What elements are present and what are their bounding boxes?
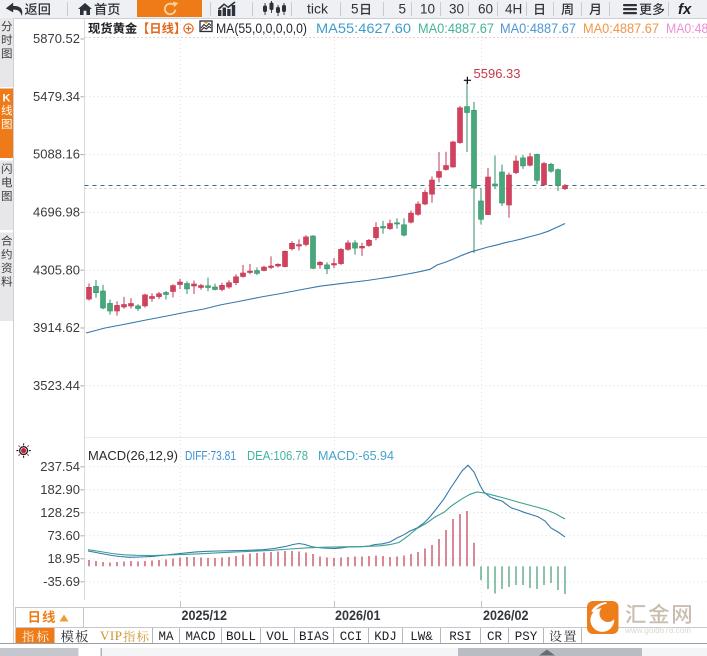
svg-text:MA: MA	[158, 630, 174, 644]
svg-text:5088.16: 5088.16	[33, 147, 80, 162]
svg-text:MA0:4887: MA0:4887	[666, 21, 707, 36]
svg-text:2026/02: 2026/02	[483, 607, 529, 623]
svg-text:5870.52: 5870.52	[33, 31, 80, 46]
svg-text:182.90: 182.90	[40, 482, 80, 497]
svg-text:MA(55,0,0,0,0,0): MA(55,0,0,0,0,0)	[216, 21, 307, 36]
svg-text:MA55:4627.60: MA55:4627.60	[316, 20, 411, 36]
svg-text:4H: 4H	[505, 2, 522, 17]
svg-text:MACD(26,12,9): MACD(26,12,9)	[88, 448, 178, 463]
svg-text:tick: tick	[307, 1, 329, 17]
svg-text:60: 60	[478, 2, 493, 17]
svg-text:PSY: PSY	[515, 630, 538, 644]
svg-text:MACD:-65.94: MACD:-65.94	[318, 448, 394, 463]
svg-text:128.25: 128.25	[40, 505, 80, 520]
svg-text:RSI: RSI	[449, 630, 472, 644]
svg-text:-35.69: -35.69	[43, 574, 80, 589]
svg-text:KDJ: KDJ	[374, 630, 397, 644]
svg-text:2025/12: 2025/12	[182, 607, 228, 623]
svg-text:K: K	[3, 93, 11, 105]
svg-text:fx: fx	[678, 1, 692, 18]
svg-text:MA0:4887.67: MA0:4887.67	[500, 21, 576, 36]
svg-text:4696.98: 4696.98	[33, 205, 80, 220]
svg-text:www.gold678.com: www.gold678.com	[624, 626, 691, 635]
svg-text:5479.34: 5479.34	[33, 89, 80, 104]
svg-text:MA0:4887.67: MA0:4887.67	[583, 21, 659, 36]
svg-text:VOL: VOL	[266, 630, 289, 644]
svg-text:CCI: CCI	[340, 630, 363, 644]
svg-text:5596.33: 5596.33	[474, 66, 521, 81]
svg-text:237.54: 237.54	[40, 459, 80, 474]
svg-text:DEA:106.78: DEA:106.78	[247, 448, 308, 463]
svg-text:5: 5	[399, 2, 407, 17]
svg-text:10: 10	[420, 2, 435, 17]
svg-text:BOLL: BOLL	[226, 630, 256, 644]
svg-text:2026/01: 2026/01	[335, 607, 381, 623]
svg-text:3523.44: 3523.44	[33, 378, 80, 393]
svg-text:4305.80: 4305.80	[33, 262, 80, 277]
svg-text:CR: CR	[487, 630, 503, 644]
svg-text:5: 5	[351, 2, 359, 17]
svg-text:BIAS: BIAS	[299, 630, 329, 644]
svg-text:MACD: MACD	[185, 630, 215, 644]
svg-text:73.60: 73.60	[47, 528, 80, 543]
svg-text:LW&: LW&	[410, 630, 433, 644]
svg-text:3914.62: 3914.62	[33, 320, 80, 335]
svg-text:30: 30	[449, 2, 464, 17]
svg-text:VIP: VIP	[100, 628, 122, 643]
svg-text:MA0:4887.67: MA0:4887.67	[418, 21, 494, 36]
svg-text:DIFF:73.81: DIFF:73.81	[185, 448, 236, 463]
svg-text:18.95: 18.95	[47, 551, 80, 566]
